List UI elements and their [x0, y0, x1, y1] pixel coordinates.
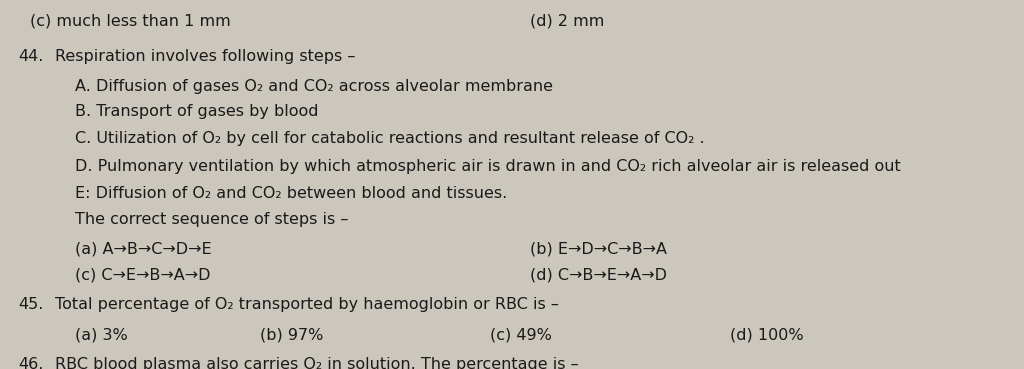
Text: (c) 49%: (c) 49%: [490, 327, 552, 342]
Text: B. Transport of gases by blood: B. Transport of gases by blood: [75, 104, 318, 119]
Text: (a) A→B→C→D→E: (a) A→B→C→D→E: [75, 242, 212, 257]
Text: (b) E→D→C→B→A: (b) E→D→C→B→A: [530, 242, 667, 257]
Text: Total percentage of O₂ transported by haemoglobin or RBC is –: Total percentage of O₂ transported by ha…: [55, 297, 559, 312]
Text: 46.: 46.: [18, 357, 43, 369]
Text: (d) 100%: (d) 100%: [730, 327, 804, 342]
Text: 45.: 45.: [18, 297, 43, 312]
Text: A. Diffusion of gases O₂ and CO₂ across alveolar membrane: A. Diffusion of gases O₂ and CO₂ across …: [75, 79, 553, 94]
Text: RBC blood plasma also carries O₂ in solution. The percentage is –: RBC blood plasma also carries O₂ in solu…: [55, 357, 579, 369]
Text: E: Diffusion of O₂ and CO₂ between blood and tissues.: E: Diffusion of O₂ and CO₂ between blood…: [75, 186, 507, 201]
Text: D. Pulmonary ventilation by which atmospheric air is drawn in and CO₂ rich alveo: D. Pulmonary ventilation by which atmosp…: [75, 159, 901, 174]
Text: (d) C→B→E→A→D: (d) C→B→E→A→D: [530, 267, 667, 282]
Text: (d) 2 mm: (d) 2 mm: [530, 14, 604, 29]
Text: (c) C→E→B→A→D: (c) C→E→B→A→D: [75, 267, 211, 282]
Text: (b) 97%: (b) 97%: [260, 327, 324, 342]
Text: Respiration involves following steps –: Respiration involves following steps –: [55, 49, 355, 64]
Text: (a) 3%: (a) 3%: [75, 327, 128, 342]
Text: 44.: 44.: [18, 49, 43, 64]
Text: (c) much less than 1 mm: (c) much less than 1 mm: [30, 14, 230, 29]
Text: The correct sequence of steps is –: The correct sequence of steps is –: [75, 212, 348, 227]
Text: C. Utilization of O₂ by cell for catabolic reactions and resultant release of CO: C. Utilization of O₂ by cell for catabol…: [75, 131, 705, 146]
